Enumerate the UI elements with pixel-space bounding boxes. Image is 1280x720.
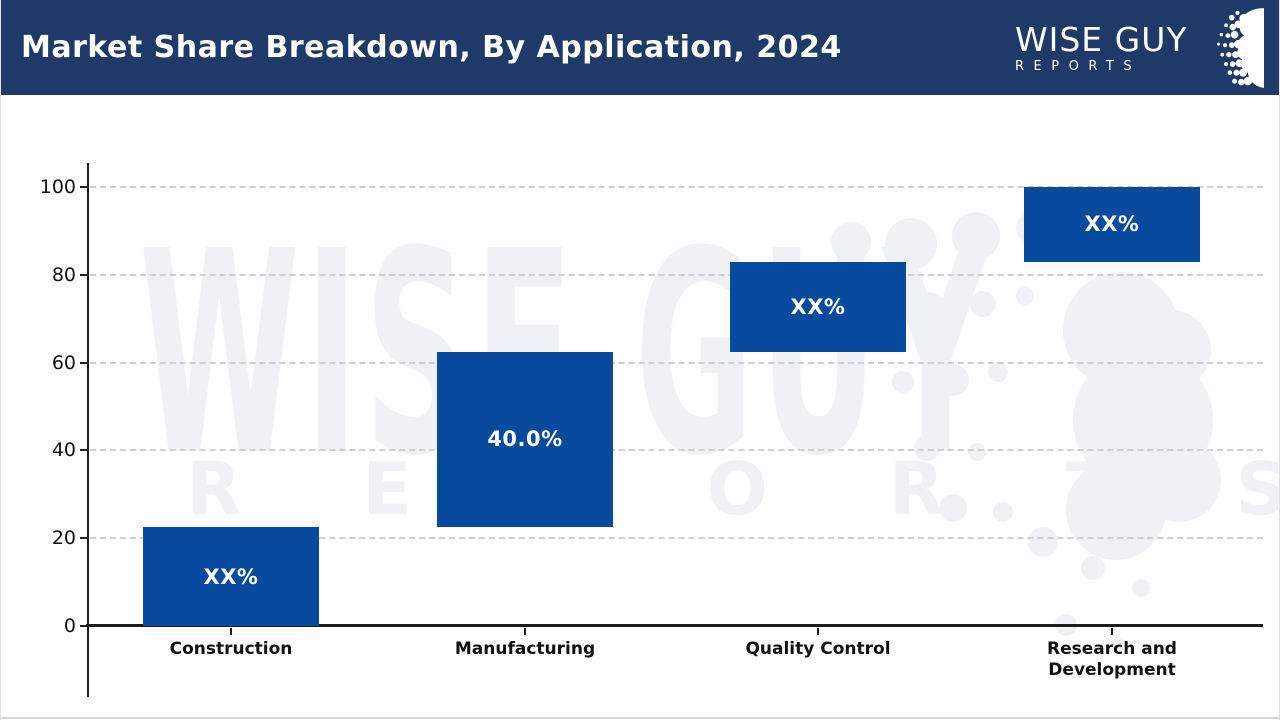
chart-area: WISE GUY R E P O R T S: [1, 95, 1279, 720]
bar-construction: XX%: [143, 527, 319, 626]
y-tick-label-20: 20: [51, 527, 76, 550]
y-tick-20: [80, 537, 88, 540]
bar-manufacturing: 40.0%: [437, 351, 613, 528]
gridline-40: [90, 449, 1263, 452]
x-category-label-2: Quality Control: [745, 639, 891, 659]
gridline-80: [90, 273, 1263, 276]
x-category-label-0: Construction: [169, 639, 293, 659]
x-category-label-1: Manufacturing: [454, 639, 596, 659]
bar-research-and-development: XX%: [1024, 187, 1200, 262]
y-tick-label-40: 40: [51, 439, 76, 462]
x-axis-line: [86, 624, 1263, 627]
bar-value-label: XX%: [1084, 212, 1140, 237]
x-tick-1: [524, 628, 526, 635]
logo-head-icon: [1216, 8, 1264, 88]
x-tick-2: [817, 628, 819, 635]
bar-quality-control: XX%: [730, 261, 906, 352]
bar-value-label: XX%: [203, 564, 259, 589]
gridline-60: [90, 361, 1263, 364]
logo-wordmark: WISE GUY: [1015, 20, 1188, 59]
y-tick-label-80: 80: [51, 263, 76, 286]
y-tick-label-60: 60: [51, 351, 76, 374]
waterfall-chart: 0 20 40 60 80 100 XX% 40.0% XX% XX% Construction Ma…: [1, 95, 1279, 720]
y-tick-label-0: 0: [63, 615, 76, 637]
y-tick-label-100: 100: [39, 176, 76, 198]
wiseguy-logo: WISE GUY REPORTS: [1015, 6, 1265, 90]
logo-text: WISE GUY REPORTS: [1015, 20, 1188, 75]
gridline-20: [90, 537, 1263, 540]
bottom-divider: [1, 717, 1279, 719]
y-tick-40: [80, 449, 88, 452]
y-tick-0: [80, 625, 88, 627]
logo-subtitle: REPORTS: [1015, 59, 1142, 74]
header-bar: Market Share Breakdown, By Application, …: [1, 0, 1279, 95]
gridline-100: [90, 186, 1263, 188]
page-title: Market Share Breakdown, By Application, …: [21, 30, 842, 65]
x-category-label-3: Research and Development: [1047, 639, 1177, 680]
y-tick-100: [80, 186, 88, 188]
x-tick-3: [1111, 628, 1113, 635]
y-tick-60: [80, 361, 88, 364]
bar-value-label: 40.0%: [487, 427, 563, 452]
x-tick-0: [230, 628, 232, 635]
bar-value-label: XX%: [790, 294, 846, 319]
y-tick-80: [80, 273, 88, 276]
y-axis-line: [87, 163, 89, 697]
